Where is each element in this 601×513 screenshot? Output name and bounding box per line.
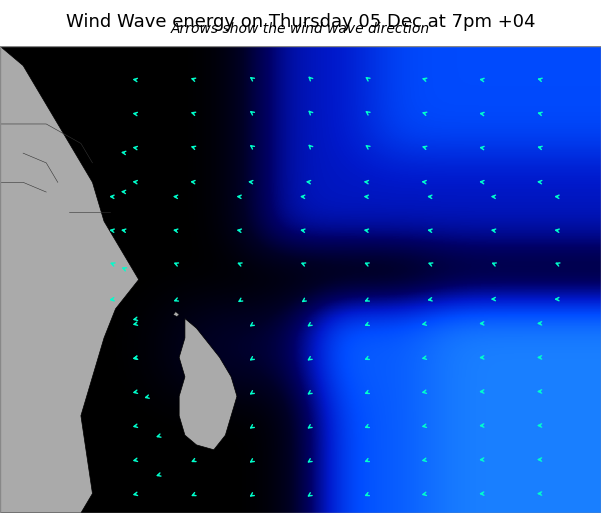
- Polygon shape: [173, 312, 179, 317]
- Text: Arrows show the wind wave direction: Arrows show the wind wave direction: [171, 22, 430, 36]
- Polygon shape: [0, 46, 139, 513]
- Polygon shape: [179, 319, 237, 450]
- Text: Wind Wave energy on Thursday 05 Dec at 7pm +04: Wind Wave energy on Thursday 05 Dec at 7…: [66, 13, 535, 31]
